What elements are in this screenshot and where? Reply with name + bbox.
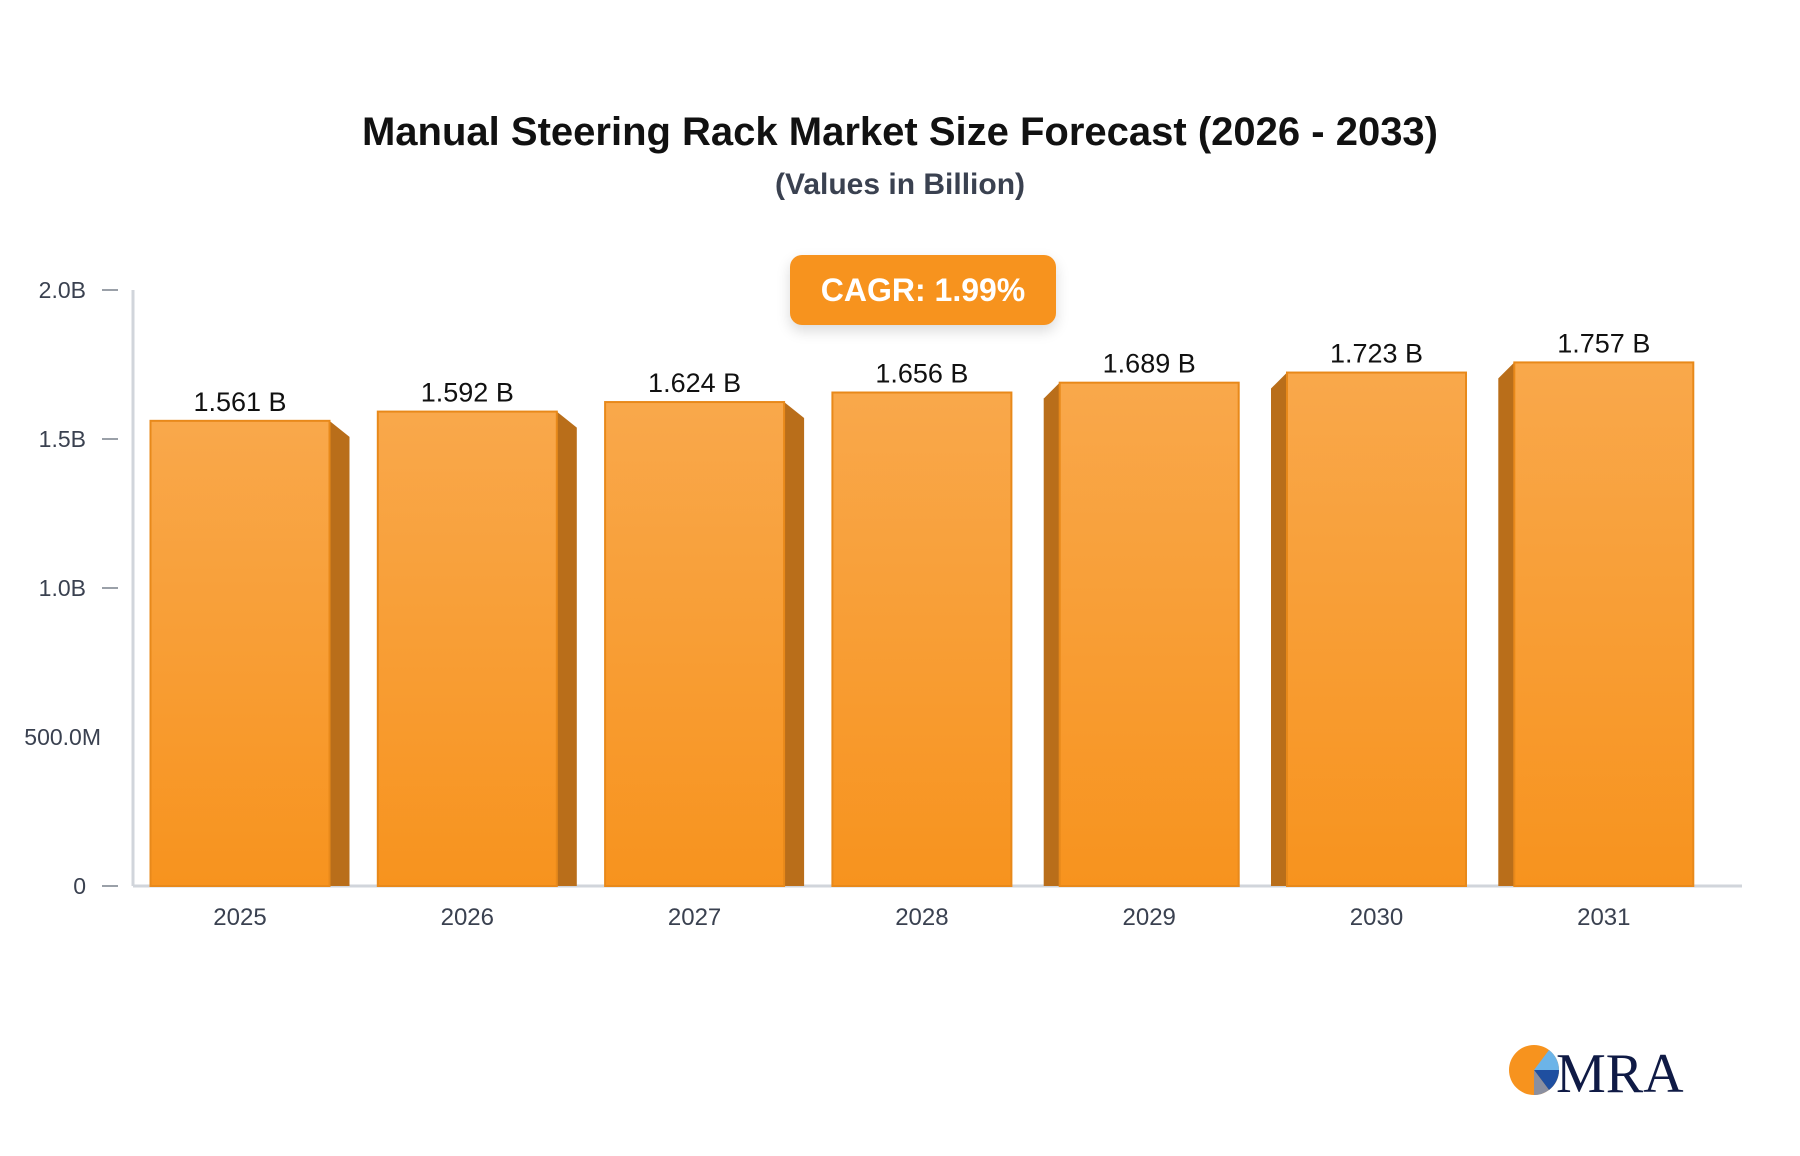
bar-side [329, 420, 350, 886]
bar-group: 1.757 B 2031 [1498, 328, 1695, 931]
x-tick-label: 2029 [1123, 904, 1176, 931]
bar [1513, 361, 1695, 887]
bar-side [1271, 372, 1287, 886]
x-tick-label: 2026 [441, 904, 494, 931]
bar-group: 1.624 B 2027 [604, 368, 805, 931]
bar-side [1498, 362, 1515, 886]
bar [1058, 381, 1240, 887]
bar-side [784, 402, 805, 886]
x-tick-label: 2027 [668, 904, 721, 931]
y-tick-label: 0 [73, 873, 86, 899]
x-tick-label: 2025 [213, 904, 266, 931]
bar [604, 401, 786, 887]
bar-group: 1.656 B 2028 [831, 359, 1013, 931]
x-tick-label: 2030 [1350, 904, 1403, 931]
bar-side [1043, 382, 1060, 886]
data-label: 1.723 B [1330, 339, 1423, 369]
mra-logo: MRA [1509, 1043, 1684, 1100]
y-tick-label: 2.0B [39, 277, 86, 303]
bar-group: 1.592 B 2026 [376, 378, 577, 931]
y-tick-label: 500.0M [24, 724, 101, 750]
y-tick-label: 1.5B [39, 426, 86, 452]
bar [376, 410, 558, 887]
data-label: 1.592 B [421, 378, 514, 408]
data-label: 1.757 B [1557, 328, 1650, 358]
logo-text: MRA [1556, 1043, 1684, 1100]
x-tick-label: 2031 [1577, 904, 1630, 931]
data-label: 1.689 B [1103, 349, 1196, 379]
bar-group: 1.561 B 2025 [149, 387, 350, 931]
chart-title: Manual Steering Rack Market Size Forecas… [361, 110, 1438, 154]
x-tick-label: 2028 [895, 904, 948, 931]
data-label: 1.624 B [648, 368, 741, 398]
bar [831, 391, 1013, 887]
bar [149, 419, 331, 887]
bar-side [556, 411, 577, 886]
bar-group: 1.689 B 2029 [1043, 349, 1240, 931]
chart-subtitle: (Values in Billion) [774, 168, 1026, 201]
data-label: 1.561 B [193, 387, 286, 417]
y-tick-label: 1.0B [39, 575, 86, 601]
data-label: 1.656 B [875, 359, 968, 389]
cagr-badge: CAGR: 1.99% [790, 255, 1056, 325]
bar-group: 1.723 B 2030 [1271, 339, 1467, 931]
bar [1286, 371, 1467, 887]
